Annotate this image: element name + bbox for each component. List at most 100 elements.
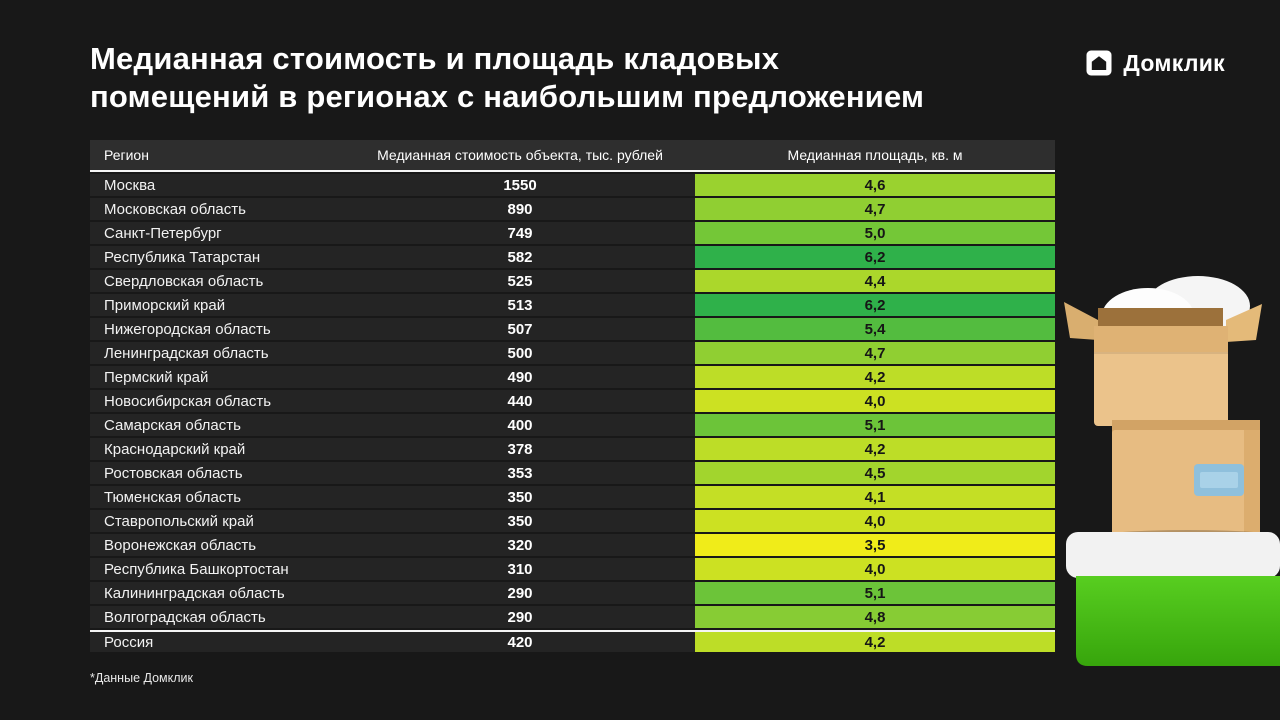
area-cell: 4,2 — [695, 632, 1055, 652]
cost-cell: 400 — [345, 414, 695, 436]
lower-box-front — [1112, 430, 1260, 538]
domclick-logo: Домклик — [1084, 48, 1225, 78]
table-row: Московская область 890 4,7 — [90, 198, 1055, 220]
cost-cell: 490 — [345, 366, 695, 388]
shelf-top — [1066, 532, 1280, 578]
region-cell: Московская область — [90, 198, 345, 220]
cost-cell: 440 — [345, 390, 695, 412]
table-body: Москва 1550 4,6 Московская область 890 4… — [90, 174, 1055, 652]
table-row: Приморский край 513 6,2 — [90, 294, 1055, 316]
area-cell: 4,5 — [695, 462, 1055, 484]
cost-cell: 310 — [345, 558, 695, 580]
area-cell: 4,6 — [695, 174, 1055, 196]
region-cell: Приморский край — [90, 294, 345, 316]
table-row: Свердловская область 525 4,4 — [90, 270, 1055, 292]
region-cell: Самарская область — [90, 414, 345, 436]
region-cell: Россия — [90, 632, 345, 652]
table-row: Республика Башкортостан 310 4,0 — [90, 558, 1055, 580]
boxes-illustration — [1064, 276, 1280, 666]
cost-cell: 420 — [345, 632, 695, 652]
table-row: Санкт-Петербург 749 5,0 — [90, 222, 1055, 244]
region-cell: Краснодарский край — [90, 438, 345, 460]
table-row: Калининградская область 290 5,1 — [90, 582, 1055, 604]
table-row: Россия 420 4,2 — [90, 630, 1055, 652]
table-row: Новосибирская область 440 4,0 — [90, 390, 1055, 412]
region-cell: Тюменская область — [90, 486, 345, 508]
table-row: Пермский край 490 4,2 — [90, 366, 1055, 388]
area-cell: 4,4 — [695, 270, 1055, 292]
cost-cell: 513 — [345, 294, 695, 316]
region-cell: Нижегородская область — [90, 318, 345, 340]
table-row: Краснодарский край 378 4,2 — [90, 438, 1055, 460]
area-cell: 4,0 — [695, 558, 1055, 580]
area-cell: 4,1 — [695, 486, 1055, 508]
page-title: Медианная стоимость и площадь кладовых п… — [90, 40, 924, 116]
cost-cell: 525 — [345, 270, 695, 292]
table-row: Волгоградская область 290 4,8 — [90, 606, 1055, 628]
table-row: Республика Татарстан 582 6,2 — [90, 246, 1055, 268]
page-title-line2: помещений в регионах с наибольшим предло… — [90, 79, 925, 114]
region-cell: Санкт-Петербург — [90, 222, 345, 244]
region-cell: Ставропольский край — [90, 510, 345, 532]
box-label-inner — [1200, 472, 1238, 488]
region-cell: Калининградская область — [90, 582, 345, 604]
data-source-footnote: *Данные Домклик — [90, 671, 194, 685]
cost-cell: 749 — [345, 222, 695, 244]
area-cell: 5,0 — [695, 222, 1055, 244]
area-cell: 5,4 — [695, 318, 1055, 340]
cost-cell: 350 — [345, 510, 695, 532]
cost-cell: 290 — [345, 606, 695, 628]
cost-cell: 378 — [345, 438, 695, 460]
cost-cell: 353 — [345, 462, 695, 484]
domclick-logo-icon — [1084, 48, 1114, 78]
cost-cell: 1550 — [345, 174, 695, 196]
region-cell: Ленинградская область — [90, 342, 345, 364]
region-cell: Москва — [90, 174, 345, 196]
storage-rooms-table: Регион Медианная стоимость объекта, тыс.… — [90, 140, 1055, 654]
area-cell: 4,0 — [695, 390, 1055, 412]
lower-box-side — [1244, 430, 1260, 538]
cost-cell: 290 — [345, 582, 695, 604]
domclick-logo-text: Домклик — [1123, 49, 1225, 76]
region-cell: Свердловская область — [90, 270, 345, 292]
cost-cell: 890 — [345, 198, 695, 220]
table-row: Ставропольский край 350 4,0 — [90, 510, 1055, 532]
region-cell: Республика Татарстан — [90, 246, 345, 268]
cost-cell: 350 — [345, 486, 695, 508]
table-row: Москва 1550 4,6 — [90, 174, 1055, 196]
header-median-area: Медианная площадь, кв. м — [787, 147, 963, 163]
region-cell: Новосибирская область — [90, 390, 345, 412]
region-cell: Республика Башкортостан — [90, 558, 345, 580]
region-cell: Волгоградская область — [90, 606, 345, 628]
area-cell: 5,1 — [695, 582, 1055, 604]
region-cell: Ростовская область — [90, 462, 345, 484]
table-row: Самарская область 400 5,1 — [90, 414, 1055, 436]
table-row: Ленинградская область 500 4,7 — [90, 342, 1055, 364]
table-row: Тюменская область 350 4,1 — [90, 486, 1055, 508]
box-edge-line — [1094, 352, 1228, 354]
area-cell: 4,2 — [695, 438, 1055, 460]
header-median-cost: Медианная стоимость объекта, тыс. рублей — [377, 147, 663, 163]
cost-cell: 500 — [345, 342, 695, 364]
region-cell: Воронежская область — [90, 534, 345, 556]
table-header-row: Регион Медианная стоимость объекта, тыс.… — [90, 140, 1055, 172]
cost-cell: 320 — [345, 534, 695, 556]
table-row: Воронежская область 320 3,5 — [90, 534, 1055, 556]
box-flap-left — [1064, 302, 1098, 340]
table-row: Ростовская область 353 4,5 — [90, 462, 1055, 484]
box-front-flap — [1094, 326, 1228, 352]
area-cell: 4,7 — [695, 342, 1055, 364]
table-row: Нижегородская область 507 5,4 — [90, 318, 1055, 340]
cost-cell: 507 — [345, 318, 695, 340]
area-cell: 4,2 — [695, 366, 1055, 388]
cost-cell: 582 — [345, 246, 695, 268]
box-flap-right — [1226, 304, 1262, 342]
shelf-green-front — [1076, 576, 1280, 666]
area-cell: 4,0 — [695, 510, 1055, 532]
area-cell: 6,2 — [695, 246, 1055, 268]
area-cell: 4,8 — [695, 606, 1055, 628]
area-cell: 4,7 — [695, 198, 1055, 220]
area-cell: 6,2 — [695, 294, 1055, 316]
header-region: Регион — [104, 147, 149, 163]
